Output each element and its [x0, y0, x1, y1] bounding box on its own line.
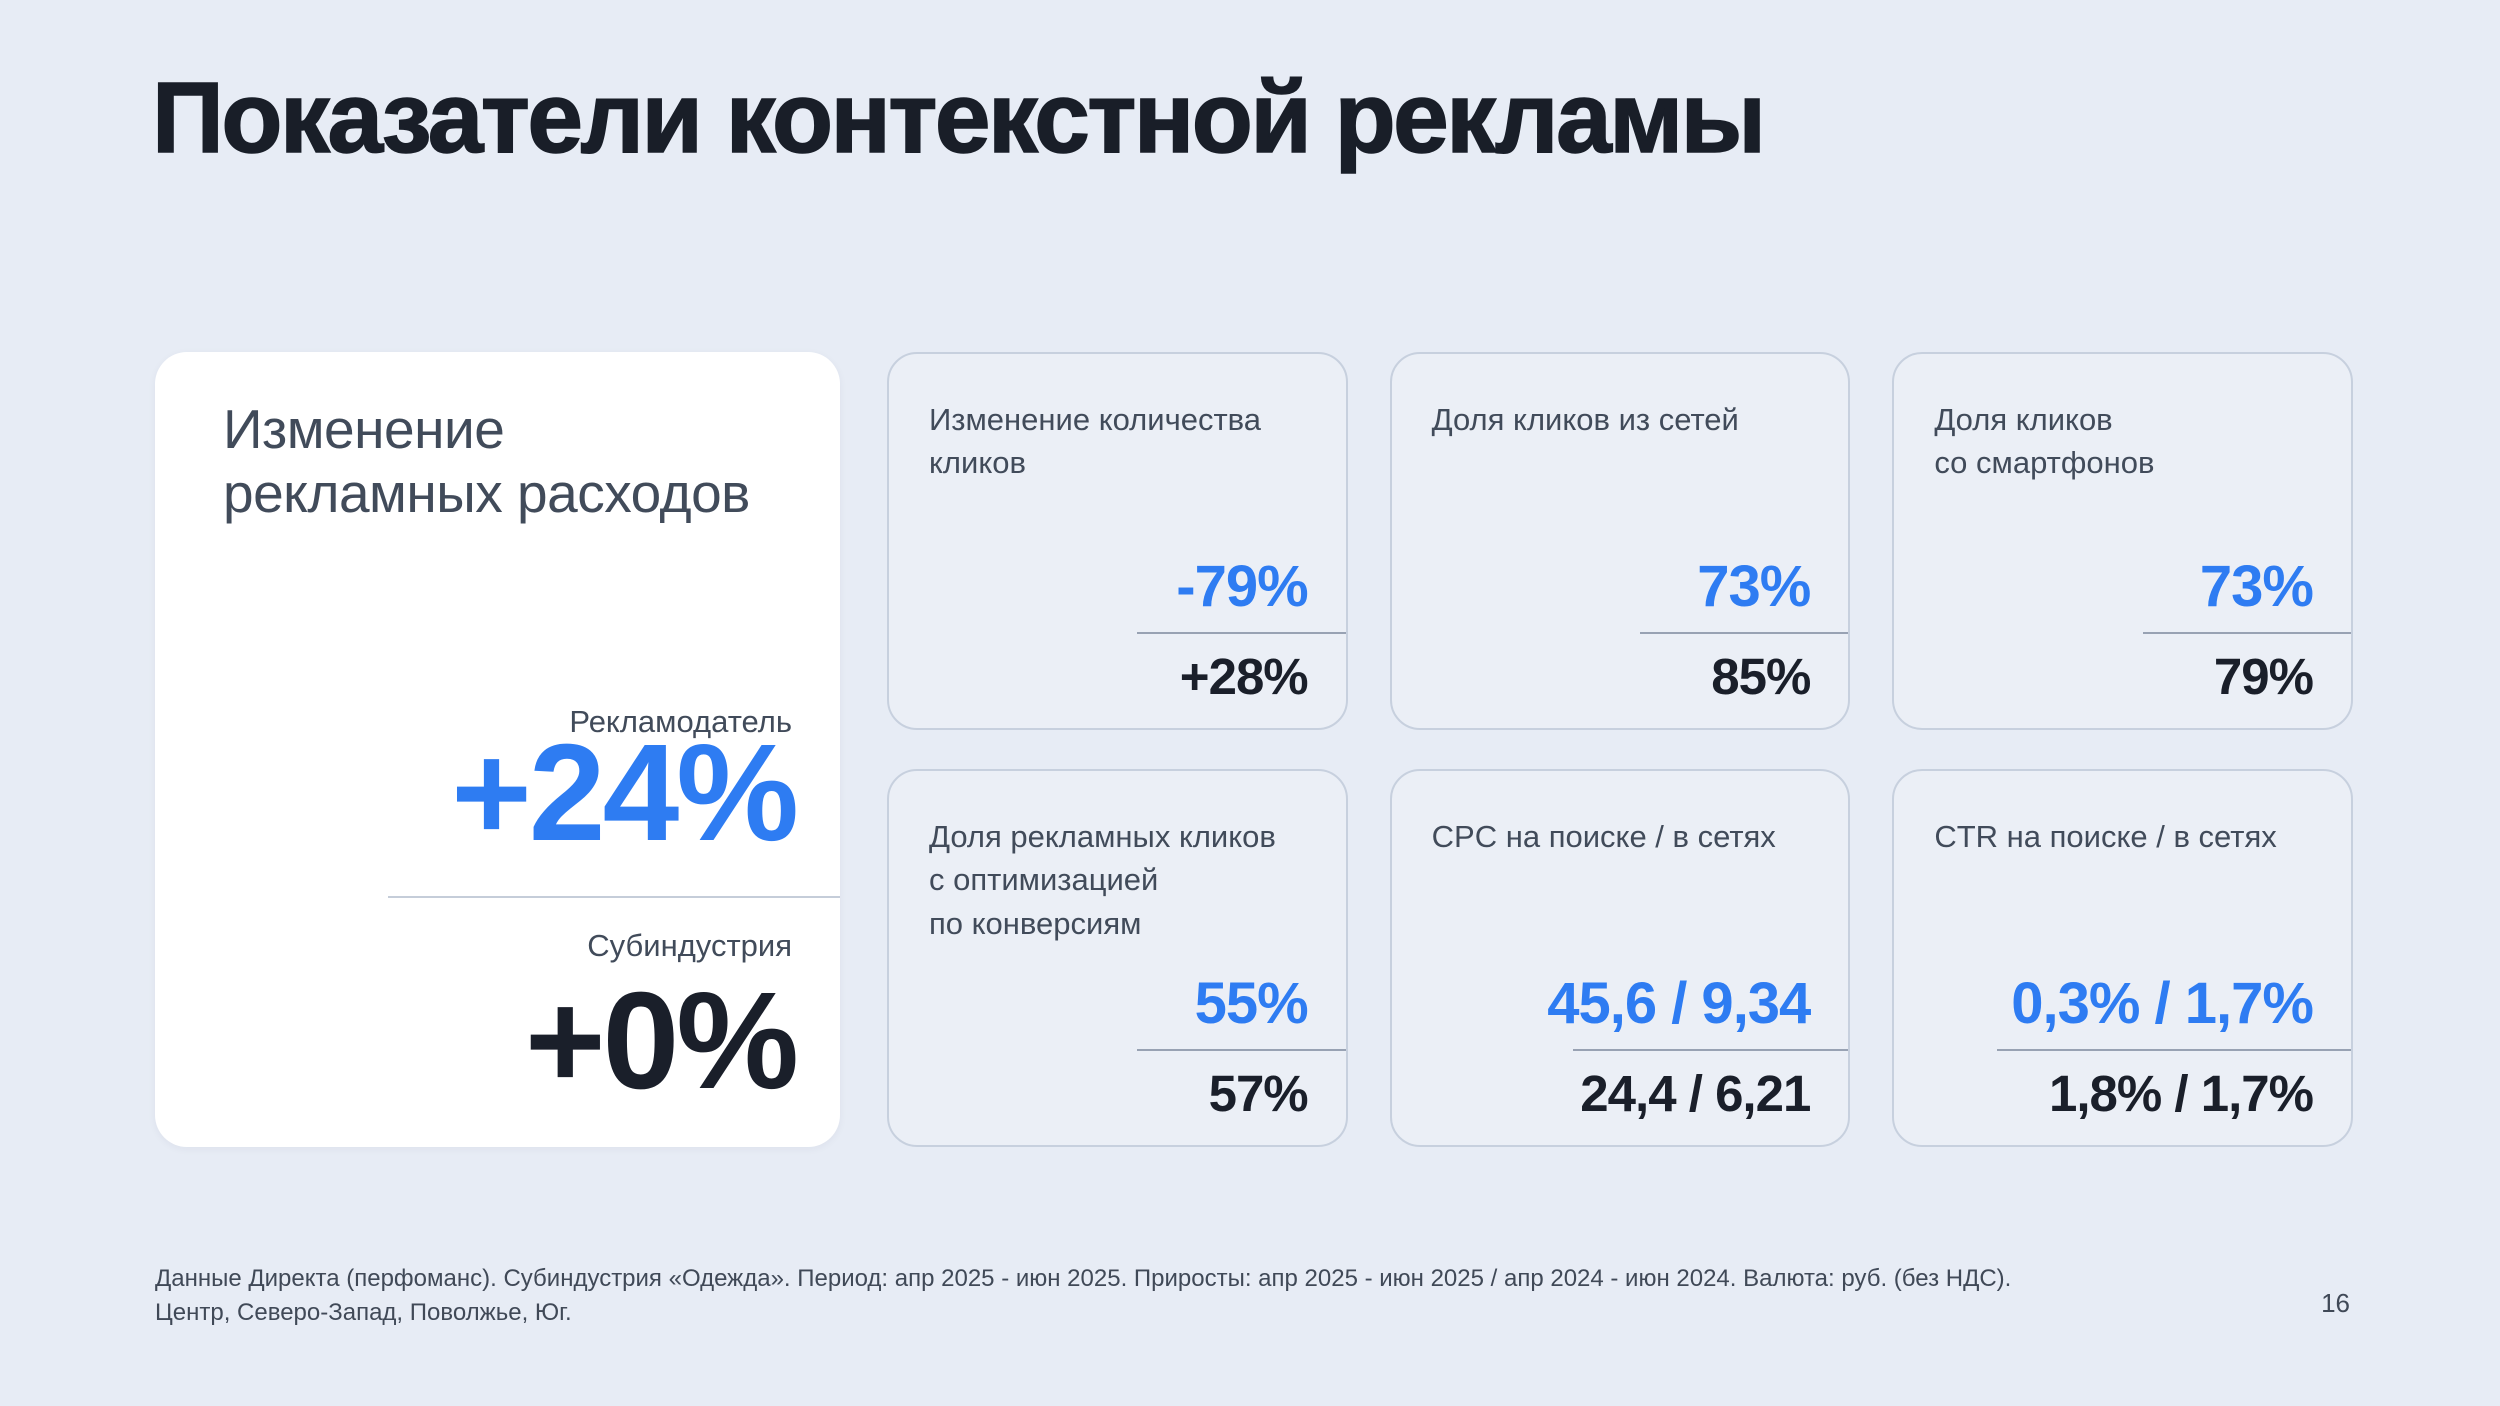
metric-card-ctr: CTR на поиске / в сетях 0,3% / 1,7% 1,8%… — [1892, 769, 2353, 1147]
metric-card-cpc: CPC на поиске / в сетях 45,6 / 9,34 24,4… — [1389, 769, 1851, 1147]
subindustry-label: Субиндустрия — [587, 928, 792, 963]
metric-card-label: Доля кликов со смартфонов — [1934, 402, 2155, 481]
metric-value-previous: 24,4 / 6,21 — [1580, 1065, 1811, 1122]
metric-value-current: 73% — [1697, 554, 1811, 619]
metric-divider — [1137, 632, 1346, 634]
footnote-line-1: Данные Директа (перфоманс). Субиндустрия… — [155, 1265, 2012, 1292]
main-card-divider — [387, 896, 840, 898]
metric-value-current: 0,3% / 1,7% — [2011, 971, 2314, 1036]
subindustry-value: +0% — [524, 964, 799, 1118]
metric-value-current: 73% — [2199, 554, 2314, 619]
ad-spend-change-card: Изменение рекламных расходов Рекламодате… — [155, 352, 840, 1147]
metric-card-stats: 73% 85% — [1432, 558, 1849, 702]
metric-card-stats: 45,6 / 9,34 24,4 / 6,21 — [1432, 975, 1849, 1119]
metric-card-smartphone-clicks-share: Доля кликов со смартфонов 73% 79% — [1892, 352, 2353, 730]
metric-card-label: CTR на поиске / в сетях — [1934, 819, 2277, 854]
metric-value-previous: +28% — [1179, 648, 1309, 705]
footnote: Данные Директа (перфоманс). Субиндустрия… — [155, 1262, 2011, 1330]
advertiser-value: +24% — [451, 716, 799, 870]
main-card-title: Изменение рекламных расходов — [223, 398, 750, 524]
metric-value-previous: 85% — [1711, 648, 1811, 705]
metric-divider — [1137, 1049, 1346, 1051]
metric-value-previous: 79% — [2213, 648, 2314, 705]
metric-value-current: 45,6 / 9,34 — [1547, 971, 1811, 1036]
metric-value-current: 55% — [1194, 971, 1309, 1036]
metric-cards-grid: Изменение количества кликов -79% +28% До… — [887, 352, 2353, 1147]
metric-value-previous: 1,8% / 1,7% — [2048, 1065, 2314, 1122]
advertiser-label: Рекламодатель — [569, 704, 792, 739]
metric-card-stats: 55% 57% — [929, 975, 1346, 1119]
metric-divider — [1640, 632, 1849, 634]
metric-divider — [2142, 632, 2351, 634]
page-title: Показатели контекстной рекламы — [151, 61, 1767, 175]
metric-card-label: Доля рекламных кликов с оптимизацией по … — [929, 819, 1276, 941]
metric-card-clicks-change: Изменение количества кликов -79% +28% — [887, 352, 1348, 730]
footnote-line-2: Центр, Северо-Запад, Поволжье, Юг. — [155, 1299, 572, 1327]
metric-value-current: -79% — [1176, 554, 1308, 619]
metric-value-previous: 57% — [1208, 1065, 1309, 1122]
metric-divider — [1996, 1049, 2351, 1051]
metric-card-stats: 0,3% / 1,7% 1,8% / 1,7% — [1934, 975, 2351, 1119]
metric-card-label: Доля кликов из сетей — [1431, 402, 1739, 437]
metric-card-stats: -79% +28% — [929, 558, 1346, 702]
metric-card-stats: 73% 79% — [1934, 558, 2351, 702]
metric-card-network-clicks-share: Доля кликов из сетей 73% 85% — [1389, 352, 1851, 730]
metric-card-label: Изменение количества кликов — [929, 402, 1262, 481]
metric-divider — [1573, 1049, 1849, 1051]
metric-card-label: CPC на поиске / в сетях — [1431, 819, 1776, 854]
page-number: 16 — [2321, 1288, 2350, 1318]
metric-card-conversion-optimized-clicks: Доля рекламных кликов с оптимизацией по … — [887, 769, 1348, 1147]
